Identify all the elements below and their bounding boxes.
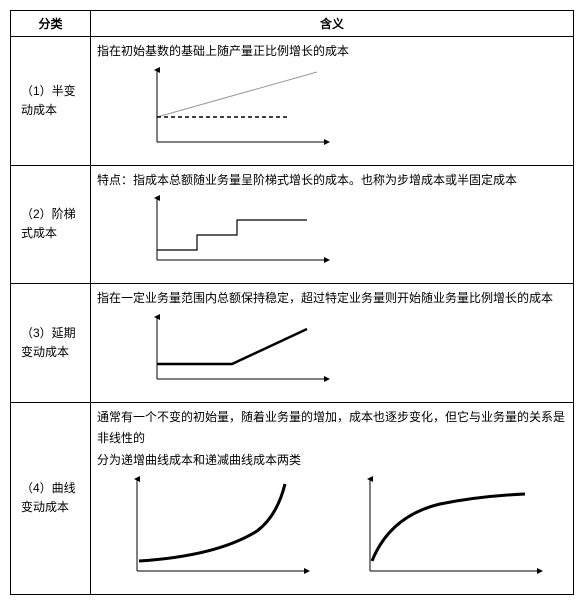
meaning-cell: 通常有一个不变的初始量，随着业务量的增加，成本也逐步变化，但它与业务量的关系是非… xyxy=(91,402,574,594)
meaning-cell: 指在初始基数的基础上随产量正比例增长的成本 xyxy=(91,37,574,166)
description-text: 指在初始基数的基础上随产量正比例增长的成本 xyxy=(97,41,567,63)
header-meaning: 含义 xyxy=(91,11,574,37)
description-text: 指在一定业务量范围内总额保持稳定，超过特定业务量则开始随业务量比例增长的成本 xyxy=(97,288,567,310)
chart-svg-increasing xyxy=(117,476,317,586)
category-cell: （2）阶梯式成本 xyxy=(11,165,91,284)
table-row: （4）曲线变动成本 通常有一个不变的初始量，随着业务量的增加，成本也逐步变化，但… xyxy=(11,402,574,594)
description-text-2: 分为递增曲线成本和递减曲线成本两类 xyxy=(97,450,567,472)
chart-step xyxy=(97,191,567,279)
cost-type-table: 分类 含义 （1）半变动成本 指在初始基数的基础上随产量正比例增长的成本 xyxy=(10,10,574,595)
chart-svg-decreasing xyxy=(350,476,550,586)
category-cell: （4）曲线变动成本 xyxy=(11,402,91,594)
increasing-curve xyxy=(139,484,285,561)
chart-deferred xyxy=(97,310,567,398)
meaning-cell: 特点：指成本总额随业务量呈阶梯式增长的成本。也称为步增成本或半固定成本 xyxy=(91,165,574,284)
variable-line xyxy=(157,72,317,117)
chart-semi-variable xyxy=(97,63,567,161)
description-text: 特点：指成本总额随业务量呈阶梯式增长的成本。也称为步增成本或半固定成本 xyxy=(97,170,567,192)
table-row: （3）延期变动成本 指在一定业务量范围内总额保持稳定，超过特定业务量则开始随业务… xyxy=(11,284,574,403)
chart-svg xyxy=(137,67,337,157)
category-cell: （1）半变动成本 xyxy=(11,37,91,166)
meaning-cell: 指在一定业务量范围内总额保持稳定，超过特定业务量则开始随业务量比例增长的成本 xyxy=(91,284,574,403)
header-category: 分类 xyxy=(11,11,91,37)
table-row: （2）阶梯式成本 特点：指成本总额随业务量呈阶梯式增长的成本。也称为步增成本或半… xyxy=(11,165,574,284)
decreasing-curve xyxy=(372,494,525,561)
description-text: 通常有一个不变的初始量，随着业务量的增加，成本也逐步变化，但它与业务量的关系是非… xyxy=(97,407,567,450)
table-row: （1）半变动成本 指在初始基数的基础上随产量正比例增长的成本 xyxy=(11,37,574,166)
chart-svg xyxy=(137,195,337,275)
chart-curve-pair xyxy=(97,472,567,590)
chart-svg xyxy=(137,314,337,394)
deferred-line xyxy=(157,329,307,364)
step-line xyxy=(157,220,307,250)
category-cell: （3）延期变动成本 xyxy=(11,284,91,403)
table-header-row: 分类 含义 xyxy=(11,11,574,37)
